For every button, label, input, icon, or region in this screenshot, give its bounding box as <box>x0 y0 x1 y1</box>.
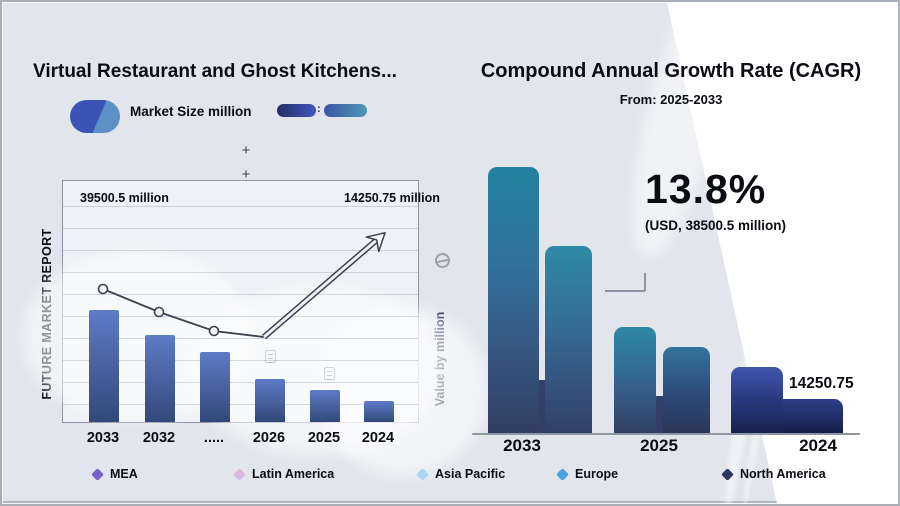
right-chart-baseline <box>472 433 860 435</box>
legend-label: Europe <box>575 467 619 481</box>
gridline <box>63 360 418 361</box>
circle-minus-icon <box>435 253 450 268</box>
bar-join-filler <box>656 396 663 434</box>
gridline <box>63 382 418 383</box>
legend-label: MEA <box>110 467 138 481</box>
legend-diamond-icon <box>556 467 569 481</box>
x-axis-tick-label: 2024 <box>799 436 837 455</box>
cagr-value: 13.8% <box>645 166 767 212</box>
market-size-bar <box>310 390 340 422</box>
market-size-bar <box>255 379 285 422</box>
cagr-bar <box>614 327 656 434</box>
left-bar-chart-plot: 39500.5 million 14250.75 million <box>23 180 488 476</box>
legend-diamond-icon <box>721 467 734 481</box>
gridline <box>63 228 418 229</box>
legend-diamond-icon <box>416 467 429 481</box>
cagr-bar <box>488 167 539 434</box>
x-axis-tick-label: 2033 <box>86 430 120 446</box>
scale-pill-icon <box>277 104 316 117</box>
right-chart-title: Compound Annual Growth Rate (CAGR) <box>480 60 862 82</box>
legend-item: Europe <box>556 467 619 481</box>
legend-item: Asia Pacific <box>416 467 506 481</box>
gridline <box>63 206 418 207</box>
x-axis-tick-label: 2025 <box>640 436 678 455</box>
plus-mark-icon: + <box>241 142 251 159</box>
start-value-annotation: 39500.5 million <box>80 191 169 205</box>
end-value-label: 14250.75 <box>789 375 854 392</box>
gridline <box>63 272 418 273</box>
trend-line-with-arrow <box>97 232 386 340</box>
gridline <box>63 316 418 317</box>
gridline <box>63 250 418 251</box>
x-axis-tick-label: 2024 <box>361 430 395 446</box>
market-size-pill-icon <box>70 100 120 133</box>
market-size-bar <box>364 401 394 422</box>
cagr-detail: (USD, 38500.5 million) <box>645 218 787 233</box>
market-size-bar <box>145 335 175 422</box>
x-axis-tick-label: 2026 <box>252 430 286 446</box>
market-size-bar <box>89 310 119 422</box>
x-axis-tick-label: 2032 <box>142 430 176 446</box>
x-axis-tick-label: 2033 <box>503 436 541 455</box>
legend-diamond-icon <box>91 467 104 481</box>
cagr-bar <box>731 367 783 434</box>
legend-item: Latin America <box>233 467 335 481</box>
mountain-watermark <box>318 306 488 476</box>
legend-item: North America <box>721 467 826 481</box>
plus-mark-icon: + <box>241 166 251 183</box>
bracket-line <box>644 273 646 291</box>
left-chart-title: Virtual Restaurant and Ghost Kitchens... <box>33 61 397 82</box>
right-chart-header: Compound Annual Growth Rate (CAGR) From:… <box>464 60 878 107</box>
end-value-annotation: 14250.75 million <box>344 191 440 205</box>
market-size-bar <box>200 352 230 422</box>
market-size-legend-label: Market Size million <box>130 104 252 119</box>
bar-join-filler <box>539 380 545 434</box>
legend-label: Asia Pacific <box>435 467 506 481</box>
right-chart-subtitle: From: 2025-2033 <box>619 92 723 107</box>
x-axis-tick-label: ..... <box>203 430 225 446</box>
cagr-bar <box>545 246 592 434</box>
legend-label: North America <box>740 467 826 481</box>
clipboard-watermark-icon <box>324 367 335 380</box>
scale-pill-icon <box>324 104 367 117</box>
clipboard-watermark-icon <box>265 350 276 363</box>
cagr-bar <box>663 347 710 434</box>
cagr-bar <box>783 399 843 434</box>
pill-colon: : <box>317 103 321 115</box>
bracket-line <box>605 290 645 292</box>
cagr-callout: 13.8% (USD, 38500.5 million) <box>645 166 786 233</box>
gridline <box>63 338 418 339</box>
legend-item: MEA <box>91 467 138 481</box>
x-axis-tick-label: 2025 <box>307 430 341 446</box>
gridline <box>63 404 418 405</box>
legend-diamond-icon <box>233 467 246 481</box>
legend-label: Latin America <box>252 467 335 481</box>
gridline <box>63 294 418 295</box>
